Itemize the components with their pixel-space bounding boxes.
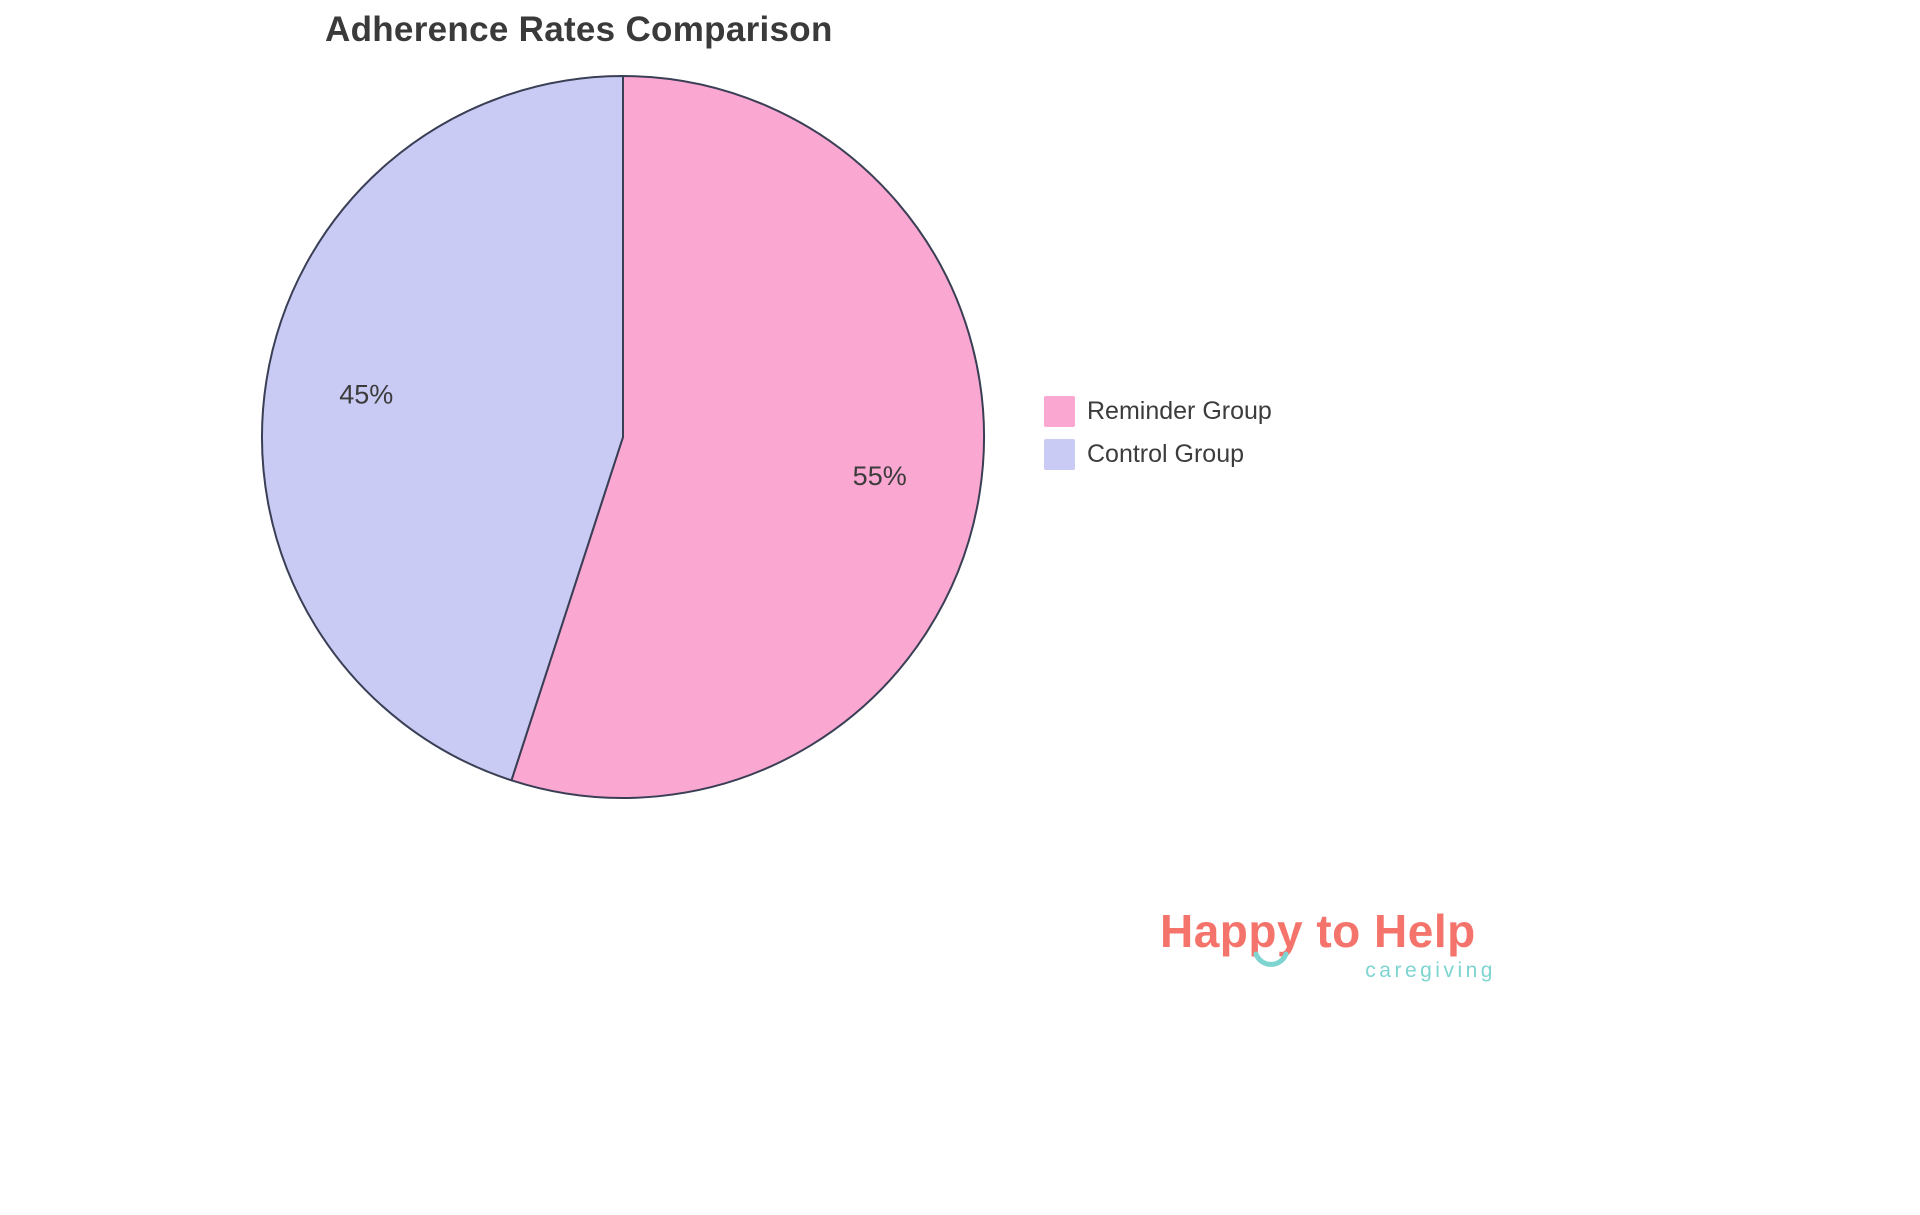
legend-item-reminder-group: Reminder Group [1044, 396, 1272, 427]
legend-label: Reminder Group [1087, 397, 1272, 425]
logo-tagline: caregiving [1365, 958, 1496, 982]
pie-slice-reminder-group [510, 75, 985, 799]
legend-swatch-reminder-group [1044, 396, 1075, 427]
smile-icon [1253, 951, 1289, 967]
slice-value-label: 55% [853, 461, 907, 491]
brand-logo: Happy to Help caregiving [1160, 906, 1526, 983]
logo-wordmark: Happy to Help [1160, 905, 1476, 957]
slice-value-label: 45% [339, 379, 393, 409]
legend-label: Control Group [1087, 440, 1245, 468]
legend-item-control-group: Control Group [1044, 439, 1272, 470]
legend-swatch-control-group [1044, 439, 1075, 470]
chart-title: Adherence Rates Comparison [325, 10, 833, 49]
pie-chart: 55% 45% [258, 72, 988, 802]
pie-chart-svg: 55% 45% [261, 75, 985, 799]
legend: Reminder Group Control Group [1044, 396, 1272, 470]
pie-slice-control-group [261, 75, 624, 782]
